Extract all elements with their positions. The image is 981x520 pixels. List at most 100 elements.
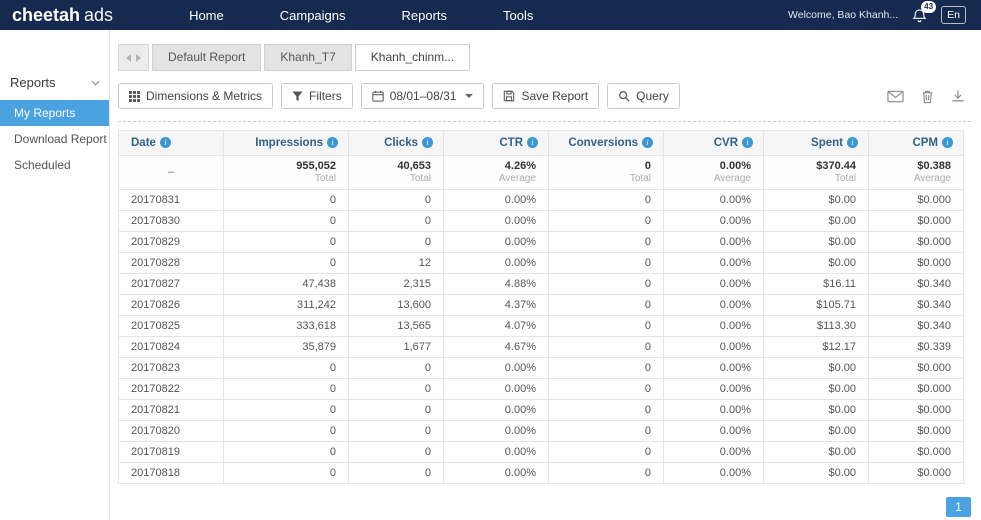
value-cell: 0 <box>548 273 664 295</box>
summary-date-cell: – <box>118 155 224 190</box>
value-cell: 0 <box>348 462 444 484</box>
dimensions-metrics-button[interactable]: Dimensions & Metrics <box>118 83 274 109</box>
value-cell: $0.000 <box>868 231 964 253</box>
column-header-conversions[interactable]: Conversions i <box>548 130 664 156</box>
column-header-cpm[interactable]: CPM i <box>868 130 964 156</box>
value-cell: $105.71 <box>763 294 869 316</box>
summary-cell: 0 Total <box>548 155 664 190</box>
nav-item-reports[interactable]: Reports <box>401 7 448 23</box>
tab-scroll-right-icon[interactable] <box>136 53 141 62</box>
column-header-label: CTR <box>499 137 523 149</box>
value-cell: 0 <box>223 462 349 484</box>
value-cell: 0 <box>548 378 664 400</box>
download-report-button[interactable] <box>951 89 965 103</box>
value-cell: 1,677 <box>348 336 444 358</box>
value-cell: 0.00% <box>443 462 549 484</box>
info-icon[interactable]: i <box>642 137 653 148</box>
nav-item-tools[interactable]: Tools <box>503 7 534 23</box>
value-cell: 0.00% <box>663 189 764 211</box>
value-cell: 0 <box>548 210 664 232</box>
value-cell: 0.00% <box>663 420 764 442</box>
report-table: Date i Impressions i Clicks i CTR i Conversions i… <box>118 130 964 484</box>
sidebar-item-download-report[interactable]: Download Report <box>14 132 107 146</box>
save-icon <box>504 90 515 102</box>
tab-scroll-arrows[interactable] <box>118 44 149 71</box>
summary-value: 0 <box>644 160 651 172</box>
date-cell: 20170820 <box>118 420 224 442</box>
envelope-icon <box>887 90 904 102</box>
delete-report-button[interactable] <box>921 89 934 104</box>
toolbar-right-icons <box>887 89 971 104</box>
notifications-button[interactable]: 43 <box>912 0 937 23</box>
value-cell: 0.00% <box>663 210 764 232</box>
column-header-ctr[interactable]: CTR i <box>443 130 549 156</box>
save-report-button[interactable]: Save Report <box>492 83 600 109</box>
welcome-user-menu[interactable]: Welcome, Bao Khanh... <box>788 9 899 21</box>
date-cell: 20170822 <box>118 378 224 400</box>
value-cell: $0.340 <box>868 294 964 316</box>
column-header-cvr[interactable]: CVR i <box>663 130 764 156</box>
filters-label: Filters <box>309 89 342 103</box>
summary-value: $370.44 <box>816 160 856 172</box>
dimensions-metrics-label: Dimensions & Metrics <box>146 89 263 103</box>
info-icon[interactable]: i <box>159 137 171 148</box>
info-icon[interactable]: i <box>847 137 858 148</box>
main-nav: Home Campaigns Reports Tools <box>161 1 561 30</box>
sidebar-section-label: Reports <box>10 75 56 90</box>
value-cell: 12 <box>348 252 444 274</box>
nav-item-campaigns[interactable]: Campaigns <box>279 7 346 23</box>
tab-khanh-chinm[interactable]: Khanh_chinm... <box>354 44 471 71</box>
date-range-button[interactable]: 08/01–08/31 <box>360 83 485 109</box>
date-cell: 20170830 <box>118 210 224 232</box>
table-row: 20170829 0 0 0.00% 0 0.00% $0.00 $0.000 <box>118 231 964 253</box>
column-header-date[interactable]: Date i <box>118 130 224 156</box>
sidebar-item-my-reports[interactable]: My Reports <box>0 100 109 126</box>
value-cell: 0.00% <box>443 231 549 253</box>
value-cell: 0 <box>548 357 664 379</box>
date-cell: 20170823 <box>118 357 224 379</box>
filters-button[interactable]: Filters <box>281 83 353 109</box>
tab-khanh-t7[interactable]: Khanh_T7 <box>264 44 352 71</box>
value-cell: $0.00 <box>763 420 869 442</box>
language-selector[interactable]: En <box>941 6 966 24</box>
nav-item-home[interactable]: Home <box>189 7 224 23</box>
table-row: 20170821 0 0 0.00% 0 0.00% $0.00 $0.000 <box>118 399 964 421</box>
value-cell: 4.07% <box>443 315 549 337</box>
column-header-spent[interactable]: Spent i <box>763 130 869 156</box>
table-header-row: Date i Impressions i Clicks i CTR i Conversions i… <box>118 130 964 156</box>
info-icon[interactable]: i <box>422 137 433 148</box>
toolbar-divider <box>118 121 971 122</box>
value-cell: 0.00% <box>443 189 549 211</box>
column-header-label: Date <box>131 137 156 149</box>
tab-default-report[interactable]: Default Report <box>152 44 262 71</box>
value-cell: 311,242 <box>223 294 349 316</box>
info-icon[interactable]: i <box>942 137 953 148</box>
column-header-impressions[interactable]: Impressions i <box>223 130 349 156</box>
summary-sublabel: Total <box>629 173 651 184</box>
info-icon[interactable]: i <box>527 137 538 148</box>
value-cell: 0 <box>348 210 444 232</box>
value-cell: $0.00 <box>763 441 869 463</box>
sidebar-item-scheduled[interactable]: Scheduled <box>14 158 71 172</box>
summary-cell: 4.26% Average <box>443 155 549 190</box>
info-icon[interactable]: i <box>742 137 753 148</box>
chevron-down-icon <box>91 80 100 86</box>
value-cell: 2,315 <box>348 273 444 295</box>
tab-scroll-left-icon[interactable] <box>126 53 131 62</box>
column-header-clicks[interactable]: Clicks i <box>348 130 444 156</box>
table-row: 20170823 0 0 0.00% 0 0.00% $0.00 $0.000 <box>118 357 964 379</box>
value-cell: 0 <box>223 399 349 421</box>
value-cell: $0.000 <box>868 399 964 421</box>
brand-logo[interactable]: cheetah ads <box>12 5 113 26</box>
query-button[interactable]: Query <box>607 83 680 109</box>
pagination-page-button[interactable]: 1 <box>946 497 971 517</box>
value-cell: 0 <box>548 420 664 442</box>
value-cell: 0.00% <box>663 336 764 358</box>
info-icon[interactable]: i <box>327 137 338 148</box>
email-report-button[interactable] <box>887 90 904 103</box>
report-toolbar: Dimensions & Metrics Filters 08/01–08/31… <box>118 83 971 109</box>
grid-icon <box>129 90 140 102</box>
sidebar-section-reports[interactable]: Reports <box>0 70 109 100</box>
search-icon <box>619 91 630 102</box>
summary-sublabel: Average <box>498 173 536 184</box>
